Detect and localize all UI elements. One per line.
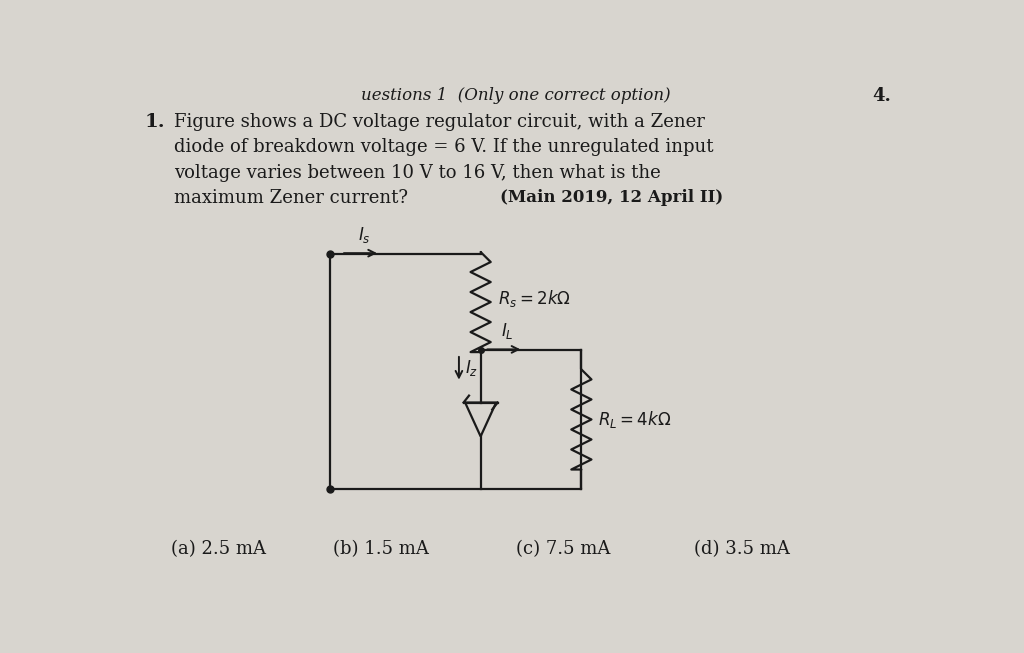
Text: 4.: 4. xyxy=(872,87,891,105)
Text: voltage varies between 10 V to 16 V, then what is the: voltage varies between 10 V to 16 V, the… xyxy=(174,164,662,182)
Text: diode of breakdown voltage = 6 V. If the unregulated input: diode of breakdown voltage = 6 V. If the… xyxy=(174,138,714,157)
Text: uestions 1  (Only one correct option): uestions 1 (Only one correct option) xyxy=(360,87,671,104)
Text: Figure shows a DC voltage regulator circuit, with a Zener: Figure shows a DC voltage regulator circ… xyxy=(174,113,706,131)
Text: (c) 7.5 mA: (c) 7.5 mA xyxy=(515,540,610,558)
Text: $R_s=2k\Omega$: $R_s=2k\Omega$ xyxy=(498,288,570,309)
Text: (Main 2019, 12 April II): (Main 2019, 12 April II) xyxy=(500,189,723,206)
Text: $I_L$: $I_L$ xyxy=(502,321,514,341)
Text: 1.: 1. xyxy=(145,113,166,131)
Text: (b) 1.5 mA: (b) 1.5 mA xyxy=(334,540,429,558)
Text: $R_L=4k\Omega$: $R_L=4k\Omega$ xyxy=(598,409,672,430)
Text: maximum Zener current?: maximum Zener current? xyxy=(174,189,409,207)
Text: (d) 3.5 mA: (d) 3.5 mA xyxy=(693,540,790,558)
Text: $I_z$: $I_z$ xyxy=(465,358,478,378)
Text: (a) 2.5 mA: (a) 2.5 mA xyxy=(171,540,265,558)
Text: $I_s$: $I_s$ xyxy=(358,225,371,245)
